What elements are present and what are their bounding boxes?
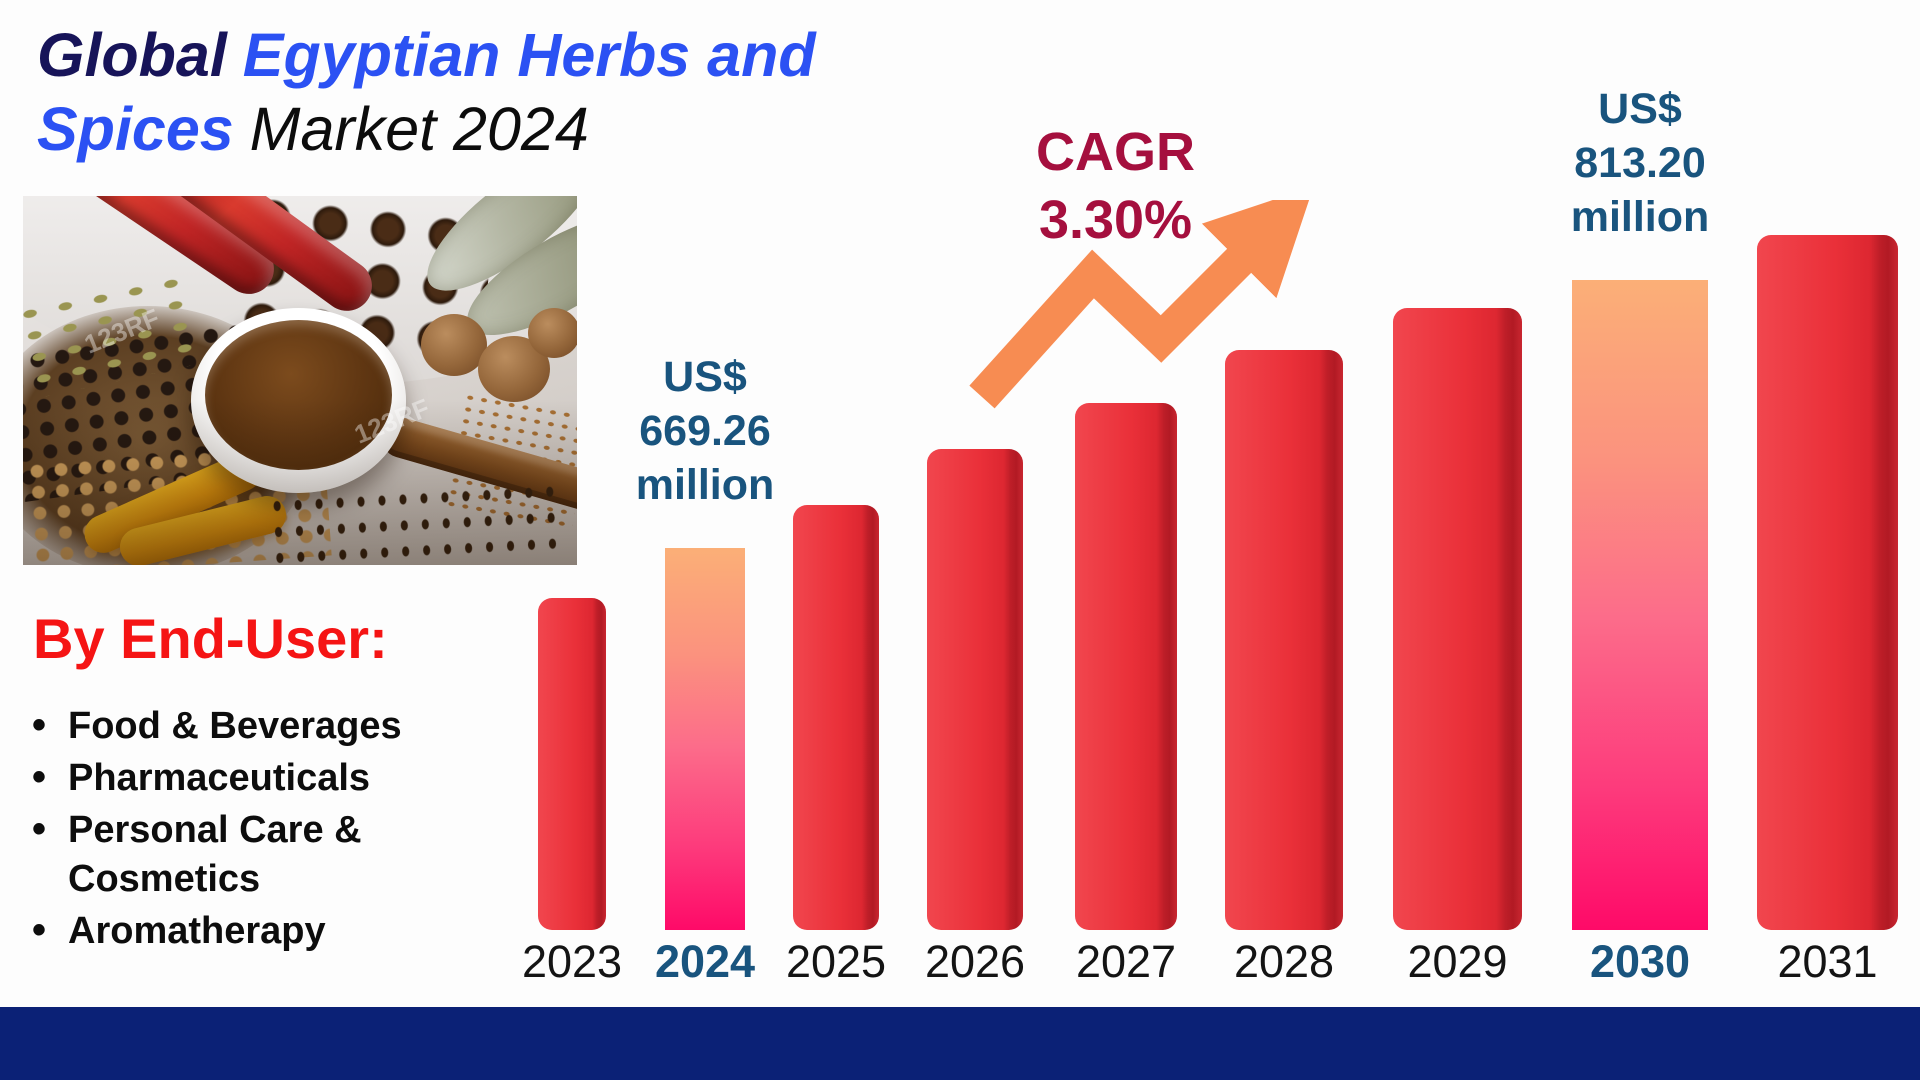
year-label-2026: 2026 bbox=[924, 936, 1026, 987]
cagr-label: CAGR bbox=[1036, 122, 1195, 182]
end-user-item: Food & Beverages bbox=[32, 701, 452, 751]
year-label-2023: 2023 bbox=[521, 936, 623, 987]
bar-2031 bbox=[1757, 235, 1898, 930]
bar-2029 bbox=[1393, 308, 1522, 930]
spice-bowl-shape bbox=[191, 308, 406, 493]
bar-2023 bbox=[538, 598, 606, 930]
end-user-item: Pharmaceuticals bbox=[32, 753, 452, 803]
growth-arrow-icon bbox=[969, 200, 1314, 409]
spices-photo: 123RF 123RF bbox=[23, 196, 577, 565]
title-market-name: Egyptian Herbs and Spices bbox=[37, 21, 816, 163]
by-end-user-heading: By End-User: bbox=[33, 607, 388, 670]
bar-2028 bbox=[1225, 350, 1343, 930]
bar-2030 bbox=[1572, 280, 1708, 930]
bar-2025 bbox=[793, 505, 879, 930]
title-market-year: Market 2024 bbox=[249, 95, 589, 163]
nutmeg-shape bbox=[421, 314, 487, 376]
year-label-2028: 2028 bbox=[1233, 936, 1335, 987]
year-label-2027: 2027 bbox=[1075, 936, 1177, 987]
year-label-2025: 2025 bbox=[785, 936, 887, 987]
year-label-2029: 2029 bbox=[1407, 936, 1508, 987]
cagr-value: 3.30% bbox=[1038, 190, 1193, 250]
end-user-list: Food & BeveragesPharmaceuticalsPersonal … bbox=[32, 701, 452, 959]
spice-powder-shape bbox=[205, 320, 392, 470]
end-user-item: Personal Care & Cosmetics bbox=[32, 805, 452, 904]
bar-2026 bbox=[927, 449, 1023, 930]
year-label-2031: 2031 bbox=[1777, 936, 1878, 987]
page-title: Global Egyptian Herbs and Spices Market 20… bbox=[37, 18, 947, 166]
bar-2024 bbox=[665, 548, 745, 930]
footer-bar bbox=[0, 1007, 1920, 1080]
cagr-block: CAGR 3.30% bbox=[1008, 118, 1223, 254]
photo-vignette bbox=[23, 196, 577, 565]
year-label-2024: 2024 bbox=[654, 936, 756, 987]
value-annotation-2030: US$ 813.20 million bbox=[1570, 85, 1710, 241]
value-annotation-2024: US$ 669.26 million bbox=[635, 353, 775, 509]
title-word-global: Global bbox=[37, 21, 227, 89]
nutmeg-shape bbox=[528, 308, 577, 358]
end-user-item: Aromatherapy bbox=[32, 906, 452, 956]
bar-2027 bbox=[1075, 403, 1177, 930]
year-label-2030: 2030 bbox=[1589, 936, 1691, 987]
